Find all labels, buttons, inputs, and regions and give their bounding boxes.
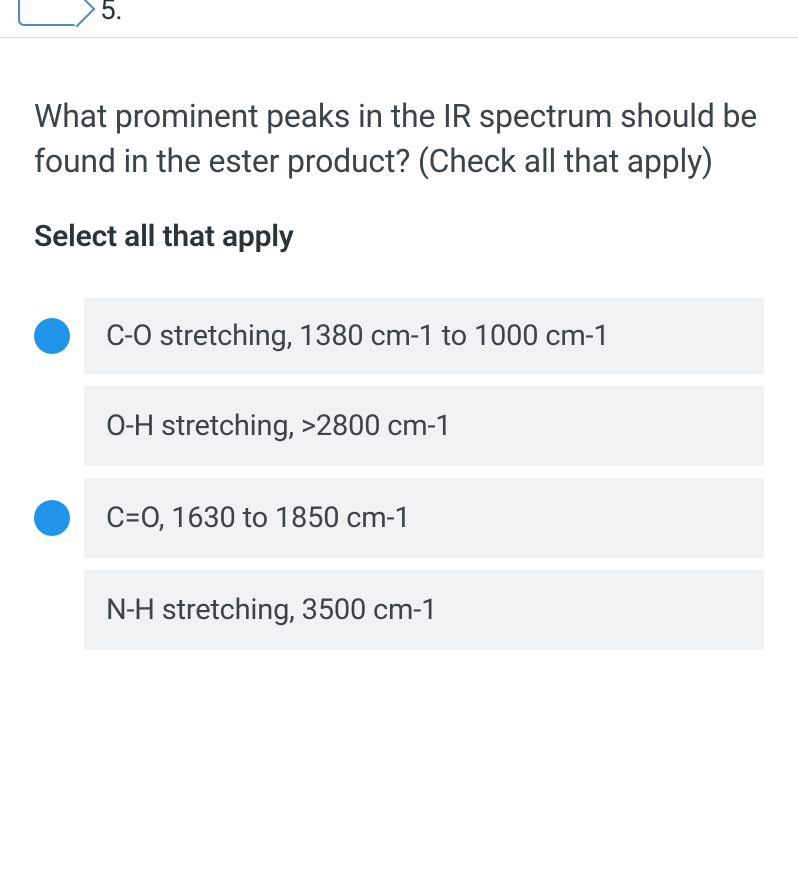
option-box[interactable]: C-O stretching, 1380 cm-1 to 1000 cm-1	[84, 298, 764, 374]
option-row[interactable]: N-H stretching, 3500 cm-1	[34, 570, 764, 650]
option-marker-slot	[34, 500, 84, 536]
option-box[interactable]: O-H stretching, >2800 cm-1	[84, 386, 764, 466]
option-row[interactable]: O-H stretching, >2800 cm-1	[34, 386, 764, 466]
selected-marker-icon	[34, 500, 70, 536]
tab-arrow-shape	[18, 0, 76, 26]
question-number: 5.	[100, 0, 122, 26]
options-list: C-O stretching, 1380 cm-1 to 1000 cm-1 O…	[34, 298, 764, 650]
select-instruction: Select all that apply	[34, 219, 764, 254]
option-box[interactable]: N-H stretching, 3500 cm-1	[84, 570, 764, 650]
option-label: C-O stretching, 1380 cm-1 to 1000 cm-1	[106, 316, 609, 356]
question-prompt: What prominent peaks in the IR spectrum …	[34, 94, 764, 185]
top-divider: 5.	[0, 0, 798, 38]
option-label: N-H stretching, 3500 cm-1	[106, 590, 437, 630]
option-row[interactable]: C=O, 1630 to 1850 cm-1	[34, 478, 764, 558]
question-content: What prominent peaks in the IR spectrum …	[0, 38, 798, 650]
option-label: O-H stretching, >2800 cm-1	[106, 406, 451, 446]
option-marker-slot	[34, 318, 84, 354]
option-label: C=O, 1630 to 1850 cm-1	[106, 498, 410, 538]
question-tab[interactable]: 5.	[18, 0, 122, 26]
option-row[interactable]: C-O stretching, 1380 cm-1 to 1000 cm-1	[34, 298, 764, 374]
selected-marker-icon	[34, 318, 70, 354]
option-box[interactable]: C=O, 1630 to 1850 cm-1	[84, 478, 764, 558]
